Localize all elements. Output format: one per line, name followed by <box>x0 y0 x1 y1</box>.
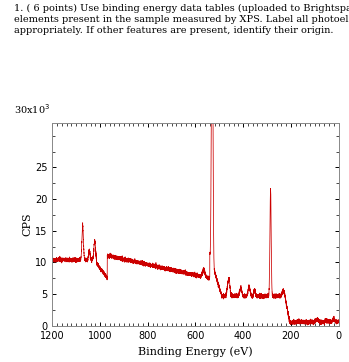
Text: 1. ( 6 points) Use binding energy data tables (uploaded to Brightspace) to ident: 1. ( 6 points) Use binding energy data t… <box>14 4 349 35</box>
Text: 30x10$^3$: 30x10$^3$ <box>14 102 50 116</box>
Y-axis label: CPS: CPS <box>22 212 32 236</box>
X-axis label: Binding Energy (eV): Binding Energy (eV) <box>138 346 253 357</box>
